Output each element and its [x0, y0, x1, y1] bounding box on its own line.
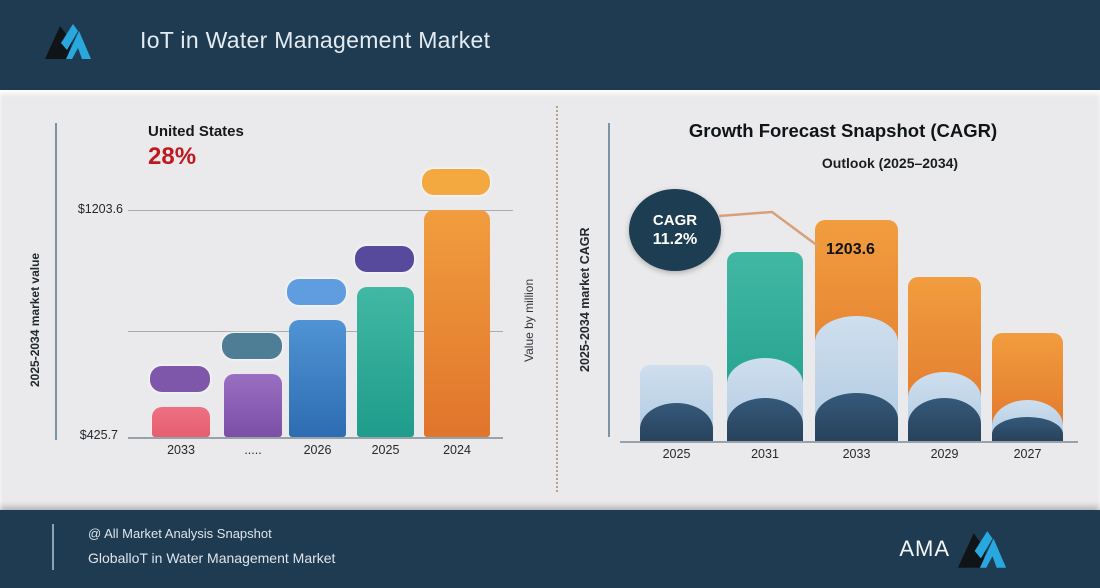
- footer-bar: @ All Market Analysis Snapshot GloballoT…: [0, 510, 1100, 588]
- left-ytick-top: $1203.6: [77, 202, 123, 216]
- bar-cap-2024: [422, 169, 490, 195]
- segment-2031-navy: [727, 398, 803, 441]
- x-label-2024: 2024: [443, 443, 471, 457]
- x-label-2029: 2029: [930, 447, 959, 461]
- header-bar: IoT in Water Management Market: [0, 0, 1100, 90]
- ama-logo-icon: [45, 24, 91, 59]
- bar-2024: [424, 210, 490, 437]
- bar-2033: [152, 407, 210, 437]
- cagr-badge-label: CAGR: [652, 211, 698, 229]
- left-x-axis-line: [128, 437, 503, 439]
- right-chart-title: Growth Forecast Snapshot (CAGR): [688, 120, 998, 141]
- x-label-2031: 2031: [751, 447, 779, 461]
- segment-2033-navy: [815, 393, 898, 441]
- stacked-bar-2031: [727, 252, 803, 441]
- right-x-axis-line: [620, 441, 1078, 443]
- bar-2025: [357, 287, 414, 437]
- stacked-bar-2027: [992, 333, 1063, 441]
- segment-2025-navy: [640, 403, 713, 441]
- bar-cap-2033: [150, 366, 210, 392]
- left-chart-title: United States: [148, 123, 244, 140]
- page-title: IoT in Water Management Market: [140, 27, 491, 53]
- bar-2026: [289, 320, 346, 437]
- right-y-axis-line: [608, 123, 610, 437]
- stacked-bar-2025: [640, 365, 713, 441]
- bar-cap-.....: [222, 333, 282, 359]
- footer-brand-text: AMA: [899, 536, 950, 561]
- bar-cap-2025: [355, 246, 414, 272]
- segment-2029-navy: [908, 398, 981, 441]
- stacked-bar-2033: [815, 220, 898, 441]
- x-label-2025: 2025: [662, 447, 691, 461]
- footer-divider: [52, 524, 54, 570]
- cagr-badge-value: 11.2%: [652, 230, 698, 248]
- footer-caption: GloballoT in Water Management Market: [88, 550, 336, 566]
- bars-layer: 2033..... 2026 2025 2024 2025 2031 2033 2029 202…: [0, 90, 1100, 510]
- right-chart-subtitle: Outlook (2025–2034): [821, 155, 959, 171]
- left-chart-highlight: 28%: [148, 143, 197, 170]
- cagr-badge: CAGR 11.2%: [629, 189, 721, 271]
- left-y-axis-line: [55, 123, 57, 440]
- left-ytick-bottom: $425.7: [79, 428, 118, 442]
- charts-panel: 2025-2034 market value United States 28%…: [0, 90, 1100, 510]
- x-label-2033: 2033: [842, 447, 871, 461]
- bar-cap-2026: [287, 279, 346, 305]
- segment-2027-navy: [992, 417, 1063, 441]
- x-label-2026: 2026: [303, 443, 332, 457]
- left-gridline-top: [128, 210, 513, 211]
- bar-.....: [224, 374, 282, 437]
- bar-value-annotation: 1203.6: [826, 241, 875, 258]
- stacked-bar-2029: [908, 277, 981, 441]
- x-label-2025: 2025: [371, 443, 400, 457]
- footer-ama-logo-icon: [957, 531, 1007, 568]
- footer-credit: @ All Market Analysis Snapshot: [88, 526, 272, 541]
- x-label-2033: 2033: [167, 443, 195, 457]
- x-label-.....: .....: [244, 443, 262, 457]
- x-label-2027: 2027: [1013, 447, 1042, 461]
- panel-divider: [556, 106, 558, 492]
